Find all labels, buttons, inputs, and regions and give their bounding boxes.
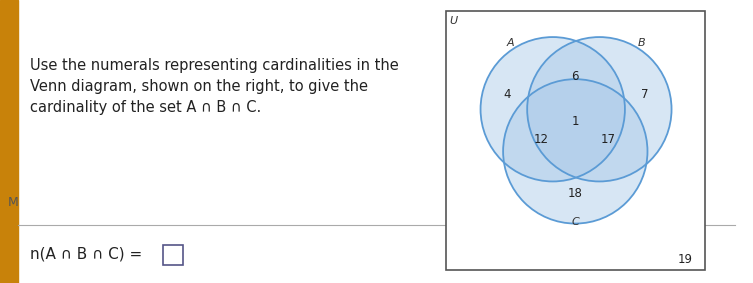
Text: n(A ∩ B ∩ C) =: n(A ∩ B ∩ C) =: [30, 246, 142, 261]
Text: C: C: [572, 217, 579, 227]
Bar: [163, 245, 183, 265]
Text: 17: 17: [601, 133, 616, 146]
Text: 12: 12: [533, 133, 548, 146]
Text: Use the numerals representing cardinalities in the
Venn diagram, shown on the ri: Use the numerals representing cardinalit…: [30, 58, 399, 115]
Circle shape: [503, 79, 648, 224]
Text: 19: 19: [678, 253, 693, 266]
Text: M: M: [8, 196, 18, 209]
Text: 1: 1: [572, 115, 579, 128]
Bar: [0, 0, 18, 283]
Text: 4: 4: [504, 88, 511, 101]
Text: B: B: [638, 38, 645, 48]
Text: U: U: [449, 16, 457, 26]
Circle shape: [480, 37, 625, 181]
Text: A: A: [507, 38, 514, 48]
Text: 6: 6: [572, 70, 579, 83]
Text: 7: 7: [641, 88, 648, 101]
Text: 18: 18: [568, 187, 583, 200]
Circle shape: [527, 37, 672, 181]
